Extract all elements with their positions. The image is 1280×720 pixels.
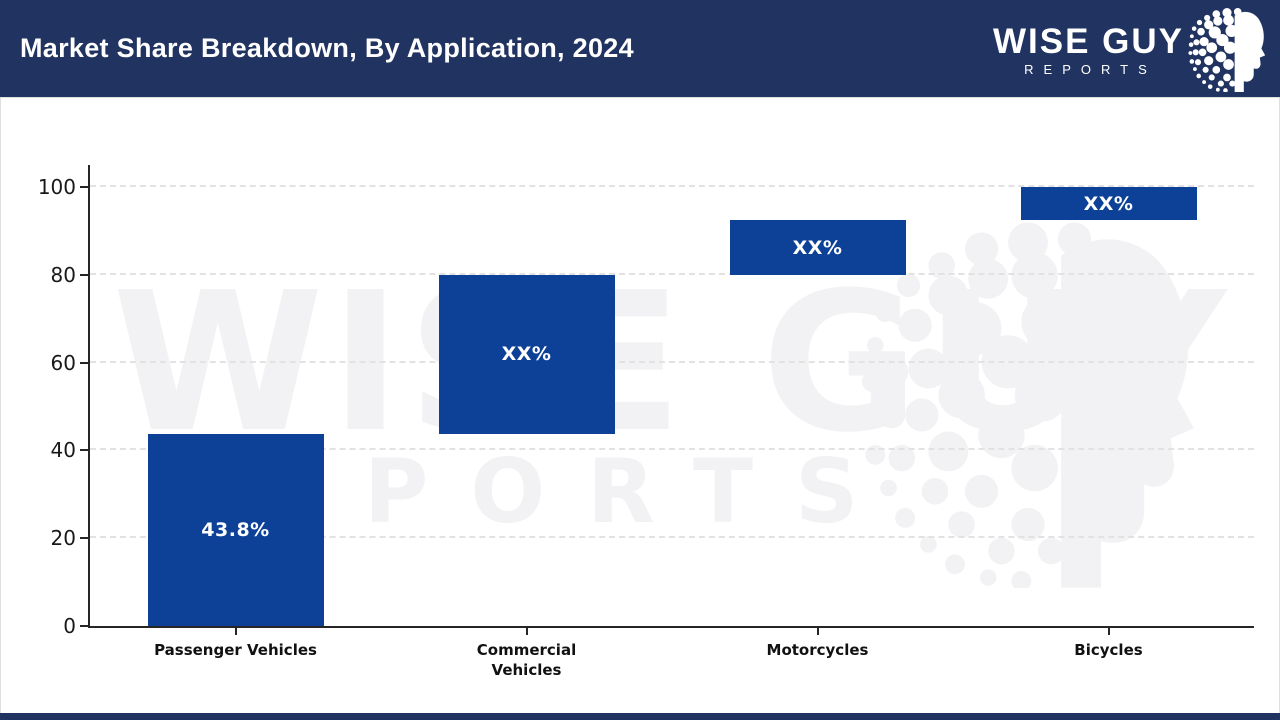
x-axis-tick-mark-passenger-vehicles xyxy=(234,628,237,635)
brand-face-icon xyxy=(1188,8,1266,92)
brand-wordmark: WISE GUY REPORTS xyxy=(992,21,1184,77)
bar-value-label-motorcycles: XX% xyxy=(792,236,843,259)
y-axis-tick-mark-100 xyxy=(80,185,88,188)
x-axis-label-passenger-vehicles: Passenger Vehicles xyxy=(154,641,317,659)
gridline-80 xyxy=(90,272,1254,275)
y-axis-tick-mark-60 xyxy=(80,361,88,364)
brand-wordmark-line1: WISE GUY xyxy=(992,21,1184,61)
bar-passenger-vehicles: 43.8% xyxy=(147,433,324,626)
y-axis-tick-label-40: 40 xyxy=(50,438,76,463)
y-axis-tick-label-20: 20 xyxy=(50,526,76,551)
bar-commercial-vehicles: XX% xyxy=(438,274,615,434)
page-title: Market Share Breakdown, By Application, … xyxy=(20,33,634,63)
bar-value-label-commercial-vehicles: XX% xyxy=(501,343,552,366)
brand-logo: WISE GUY REPORTS xyxy=(993,6,1266,94)
y-axis-tick-mark-0 xyxy=(80,625,88,627)
gridline-100 xyxy=(90,184,1254,187)
y-axis-tick-label-100: 100 xyxy=(37,174,76,199)
x-axis-label-commercial-vehicles: Commercial Vehicles xyxy=(476,641,577,679)
x-axis-label-bicycles: Bicycles xyxy=(1074,641,1143,659)
y-axis-tick-label-0: 0 xyxy=(63,614,76,638)
y-axis-tick-mark-20 xyxy=(80,537,88,540)
plot-area: 43.8% XX% XX% XX% xyxy=(88,165,1254,628)
bar-motorcycles: XX% xyxy=(729,220,906,275)
x-axis-tick-mark-bicycles xyxy=(1107,628,1110,635)
x-axis-label-motorcycles: Motorcycles xyxy=(766,641,869,659)
y-axis-tick-mark-80 xyxy=(80,273,88,276)
y-axis-tick-label-60: 60 xyxy=(50,350,76,375)
y-axis-tick-mark-40 xyxy=(80,449,88,452)
gridline-60 xyxy=(90,360,1254,363)
y-axis-tick-label-80: 80 xyxy=(50,262,76,287)
bar-value-label-passenger-vehicles: 43.8% xyxy=(201,518,270,541)
bar-value-label-bicycles: XX% xyxy=(1083,192,1134,215)
gridline-20 xyxy=(90,536,1254,539)
header: Market Share Breakdown, By Application, … xyxy=(0,0,1280,97)
gridline-40 xyxy=(90,448,1254,451)
x-axis-tick-mark-motorcycles xyxy=(816,628,819,635)
footer-bar xyxy=(0,713,1280,720)
brand-wordmark-line2: REPORTS xyxy=(1024,61,1157,77)
bar-bicycles: XX% xyxy=(1020,186,1197,221)
x-axis-tick-mark-commercial-vehicles xyxy=(525,628,528,635)
